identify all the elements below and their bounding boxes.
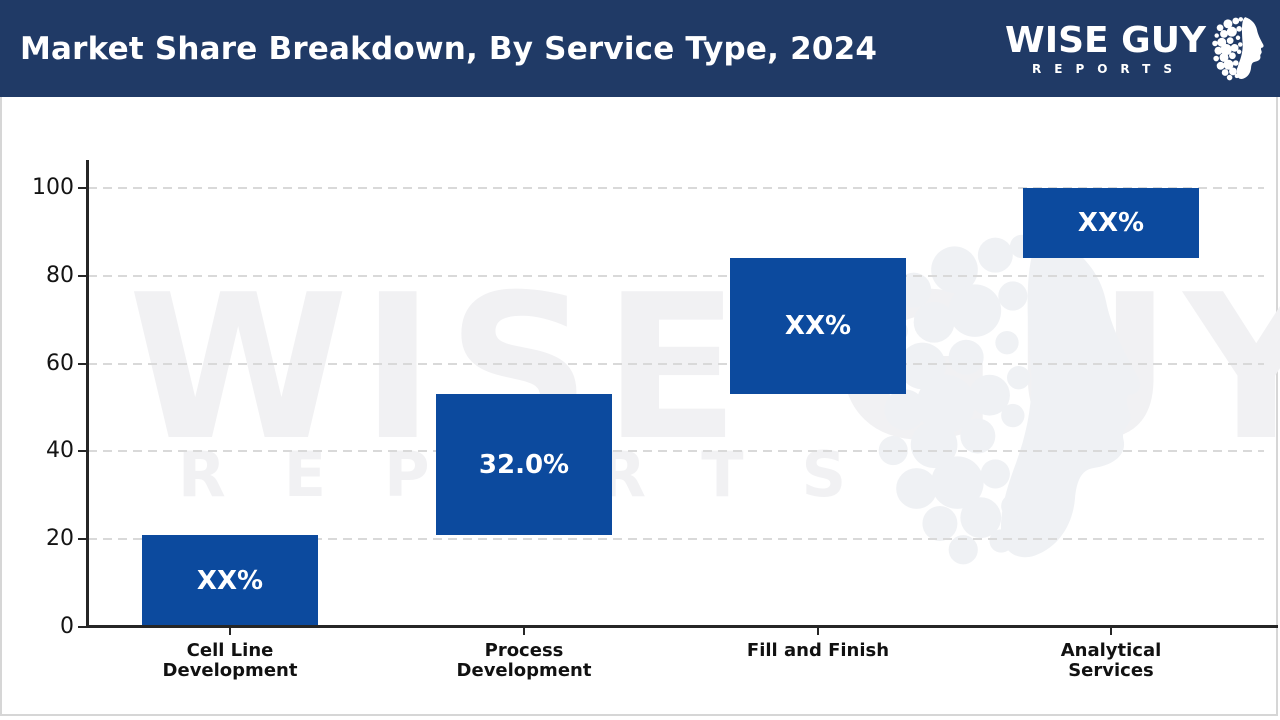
bar-value-label: XX% <box>1077 208 1145 239</box>
category-label-line: Cell Line <box>186 640 274 661</box>
y-tick-label: 40 <box>46 438 74 464</box>
y-tick-label: 20 <box>46 526 74 552</box>
chart-card-border <box>0 97 1278 716</box>
category-label-line: Services <box>1068 660 1154 681</box>
bar-segment: XX% <box>730 258 906 395</box>
category-label-line: Development <box>162 660 298 681</box>
bar-segment: XX% <box>142 534 318 627</box>
bar-value-label: XX% <box>784 311 852 342</box>
x-axis-line <box>86 625 1278 628</box>
chart-title: Market Share Breakdown, By Service Type,… <box>20 30 878 67</box>
logo-wordmark-line2: REPORTS <box>1032 61 1185 76</box>
wise-guy-logo: WISE GUY REPORTS <box>1005 0 1266 97</box>
category-label: Cell Line Development <box>80 641 380 681</box>
x-tick-mark <box>1110 628 1112 635</box>
gridline-100 <box>88 187 1264 189</box>
bar-segment: XX% <box>1023 188 1199 259</box>
head-silhouette-icon <box>1212 16 1264 80</box>
category-label: Analytical Services <box>961 641 1261 681</box>
category-label-line: Development <box>456 660 592 681</box>
y-tick-mark <box>78 450 87 453</box>
y-tick-mark <box>78 187 87 189</box>
x-tick-mark <box>229 628 231 635</box>
category-label: Fill and Finish <box>668 641 968 661</box>
x-tick-mark <box>523 628 525 635</box>
category-label-line: Fill and Finish <box>746 640 890 661</box>
y-tick-label: 60 <box>46 350 74 376</box>
x-tick-mark <box>817 628 819 635</box>
logo-wordmark: WISE GUY REPORTS <box>1004 19 1206 76</box>
category-label-line: Process <box>484 640 564 661</box>
bar-segment: 32.0% <box>436 394 612 535</box>
y-tick-mark <box>78 626 87 628</box>
gridline-20 <box>88 538 1264 541</box>
y-axis-line <box>86 160 89 628</box>
gridline-60 <box>88 362 1264 365</box>
y-tick-label: 80 <box>46 262 74 288</box>
y-tick-mark <box>78 274 87 277</box>
y-tick-label: 100 <box>32 175 74 200</box>
gridline-80 <box>88 274 1264 277</box>
y-tick-label: 0 <box>60 614 74 639</box>
y-tick-mark <box>78 538 87 541</box>
bar-value-label: XX% <box>196 565 264 596</box>
gridline-40 <box>88 450 1264 453</box>
category-label: Process Development <box>374 641 674 681</box>
bar-value-label: 32.0% <box>478 449 570 480</box>
category-label-line: Analytical <box>1060 640 1162 661</box>
header-bar: Market Share Breakdown, By Service Type,… <box>0 0 1280 97</box>
logo-wordmark-line1: WISE GUY <box>1004 19 1206 61</box>
y-tick-mark <box>78 362 87 365</box>
